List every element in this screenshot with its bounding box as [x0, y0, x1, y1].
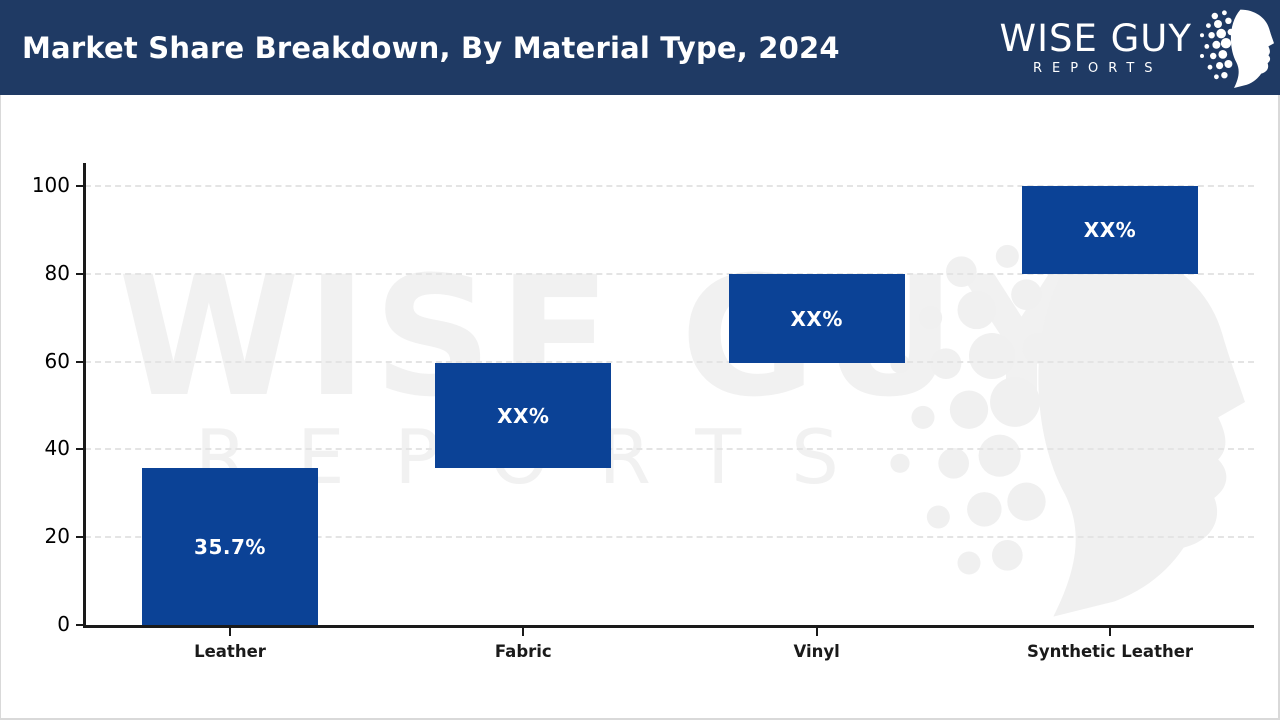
- y-tick-mark: [76, 272, 85, 275]
- bar-value-label: 35.7%: [194, 534, 266, 559]
- wiseguy-face-icon: [1178, 6, 1274, 90]
- header-bar: Market Share Breakdown, By Material Type…: [0, 0, 1280, 95]
- x-tick-mark: [1109, 627, 1111, 636]
- bar-value-label: XX%: [790, 306, 843, 331]
- y-tick-label: 80: [44, 260, 70, 285]
- bar-value-label: XX%: [1083, 218, 1137, 243]
- chart-title: Market Share Breakdown, By Material Type…: [22, 30, 840, 65]
- logo-subtitle: REPORTS: [1032, 60, 1163, 76]
- x-tick-label: Vinyl: [793, 642, 840, 661]
- gridline-100: [85, 185, 1254, 187]
- x-tick-label: Synthetic Leather: [1026, 642, 1194, 661]
- chart-area: WISE GUY REPORTS 02040608010035.7%Leathe…: [0, 95, 1280, 720]
- bar-value-label: XX%: [497, 403, 550, 428]
- wiseguy-logo: WISE GUY REPORTS: [1000, 6, 1274, 90]
- x-axis-line: [83, 625, 1254, 628]
- x-tick-label: Leather: [194, 642, 266, 661]
- y-tick-label: 100: [31, 173, 70, 197]
- y-tick-mark: [76, 448, 85, 451]
- bar-vinyl: XX%: [728, 274, 905, 364]
- x-tick-mark: [815, 627, 818, 636]
- y-tick-label: 0: [57, 612, 70, 636]
- gridline-40: [85, 448, 1254, 451]
- y-tick-mark: [76, 624, 85, 626]
- bar-fabric: XX%: [435, 363, 612, 469]
- x-tick-label: Fabric: [494, 642, 552, 661]
- y-tick-label: 60: [44, 348, 70, 373]
- y-tick-mark: [76, 185, 85, 187]
- gridline-20: [85, 536, 1254, 539]
- logo-text: WISE GUY REPORTS: [1000, 20, 1192, 76]
- gridline-60: [85, 360, 1254, 363]
- y-tick-label: 20: [44, 524, 70, 549]
- page-border-left: [0, 95, 1, 720]
- logo-wordmark: WISE GUY: [999, 16, 1192, 60]
- bar-synthetic-leather: XX%: [1022, 186, 1198, 275]
- x-tick-mark: [229, 627, 231, 636]
- y-axis-line: [83, 163, 86, 627]
- gridline-80: [85, 272, 1254, 275]
- y-tick-label: 40: [44, 436, 70, 461]
- y-tick-mark: [76, 360, 85, 363]
- page-border-right: [1278, 95, 1280, 720]
- page-border-bottom: [0, 718, 1280, 720]
- x-tick-mark: [522, 627, 525, 636]
- bar-leather: 35.7%: [142, 468, 318, 625]
- y-tick-mark: [76, 536, 85, 539]
